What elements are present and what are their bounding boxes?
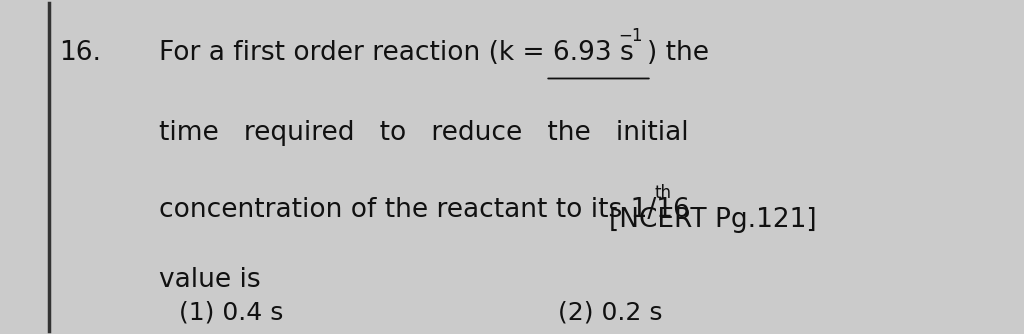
Text: value is: value is	[159, 267, 260, 293]
Text: ) the: ) the	[646, 40, 709, 66]
Text: −1: −1	[617, 27, 642, 45]
Text: concentration of the reactant to its 1/16: concentration of the reactant to its 1/1…	[159, 197, 689, 223]
Text: (2) 0.2 s: (2) 0.2 s	[558, 301, 663, 325]
Text: (1) 0.4 s: (1) 0.4 s	[179, 301, 284, 325]
Text: For a first order reaction (k = 6.93 s: For a first order reaction (k = 6.93 s	[159, 40, 634, 66]
Text: time   required   to   reduce   the   initial: time required to reduce the initial	[159, 120, 688, 146]
Text: 16.: 16.	[59, 40, 101, 66]
Text: [NCERT Pg.121]: [NCERT Pg.121]	[609, 207, 817, 233]
Text: th: th	[654, 184, 671, 202]
